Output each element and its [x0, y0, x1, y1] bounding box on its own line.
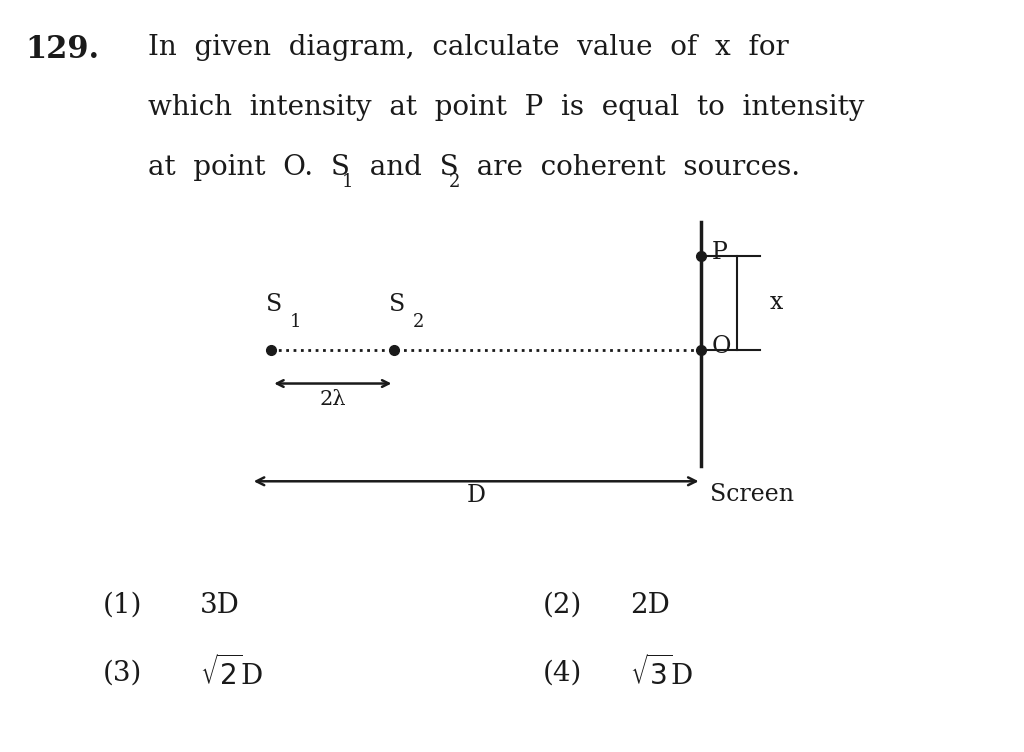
Text: S: S: [389, 293, 406, 316]
Text: at  point  O.  S: at point O. S: [148, 154, 350, 181]
Text: and  S: and S: [352, 154, 459, 181]
Text: In  given  diagram,  calculate  value  of  x  for: In given diagram, calculate value of x f…: [148, 34, 790, 61]
Text: which  intensity  at  point  P  is  equal  to  intensity: which intensity at point P is equal to i…: [148, 94, 865, 121]
Text: O: O: [712, 335, 731, 358]
Text: 1: 1: [290, 313, 301, 331]
Text: x: x: [770, 291, 783, 314]
Text: 2D: 2D: [630, 592, 670, 619]
Text: (1): (1): [102, 592, 142, 619]
Text: 1: 1: [342, 173, 353, 191]
Text: 2: 2: [449, 173, 460, 191]
Text: (3): (3): [102, 660, 141, 687]
Text: D: D: [467, 484, 485, 507]
Text: 129.: 129.: [26, 34, 99, 65]
Text: P: P: [712, 241, 728, 264]
Text: (4): (4): [543, 660, 582, 687]
Text: $\sqrt{2}$D: $\sqrt{2}$D: [200, 655, 263, 691]
Text: S: S: [266, 293, 283, 316]
Text: 3D: 3D: [200, 592, 240, 619]
Text: 2λ: 2λ: [319, 390, 346, 408]
Text: Screen: Screen: [710, 483, 794, 506]
Text: are  coherent  sources.: are coherent sources.: [459, 154, 800, 181]
Text: $\sqrt{3}$D: $\sqrt{3}$D: [630, 655, 693, 691]
Text: 2: 2: [413, 313, 424, 331]
Text: (2): (2): [543, 592, 582, 619]
